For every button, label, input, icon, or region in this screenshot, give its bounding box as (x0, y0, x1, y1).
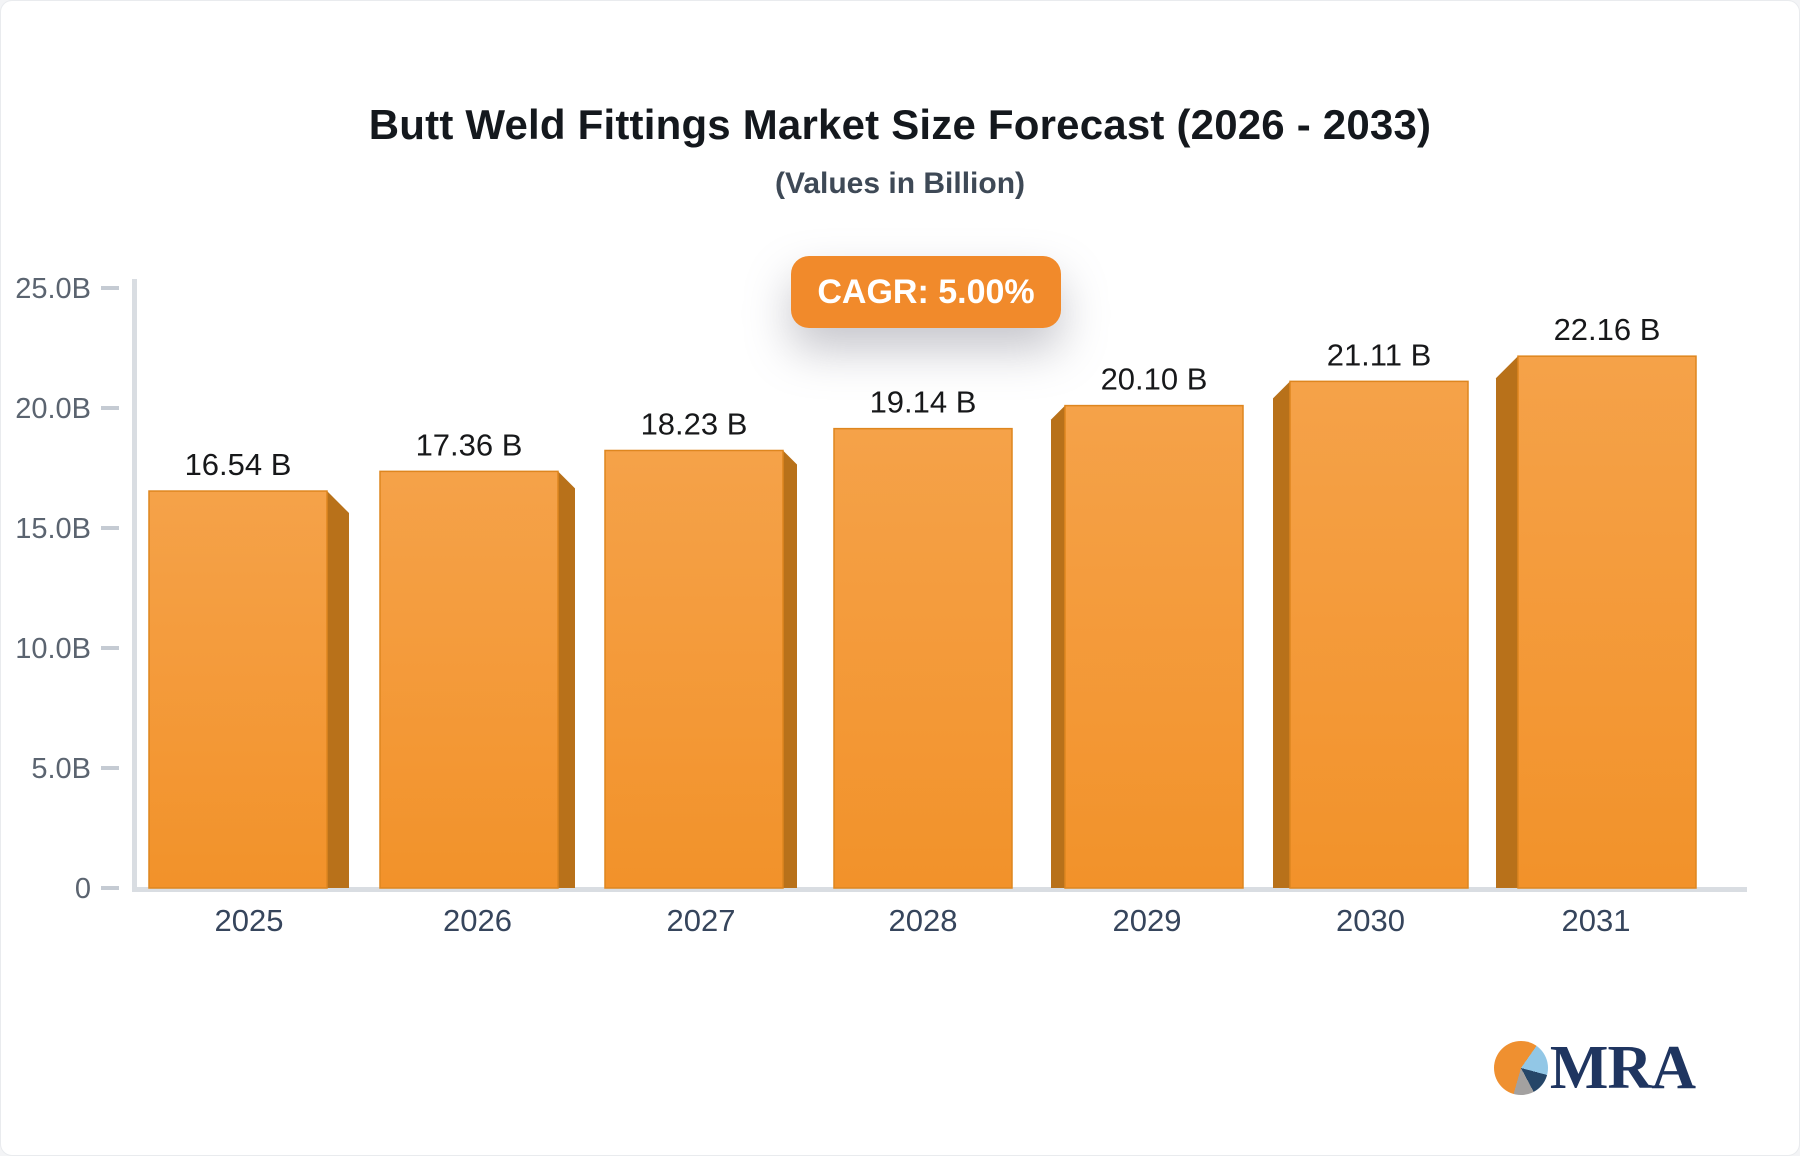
cagr-badge: CAGR: 5.00% (791, 256, 1061, 328)
y-axis-tick-label: 20.0B (15, 393, 91, 425)
bar-2027-value-label: 18.23 B (641, 406, 748, 441)
chart-subtitle: (Values in Billion) (774, 167, 1026, 200)
mra-logo: MRA (1493, 1034, 1696, 1102)
bar-2031-side (1496, 356, 1518, 888)
y-axis-tick-label: 5.0B (31, 753, 91, 785)
chart-title: Butt Weld Fittings Market Size Forecast … (368, 101, 1432, 148)
bar-2028 (833, 427, 1013, 889)
x-axis-label-2031: 2031 (1562, 903, 1631, 938)
bar-2026-value-label: 17.36 B (416, 427, 523, 462)
bar-2031-value-label: 22.16 B (1554, 312, 1661, 347)
pie-logo-icon (1493, 1041, 1548, 1095)
y-axis-tick-label: 0 (75, 873, 91, 905)
bar-2029 (1064, 404, 1244, 889)
y-axis-tick-label: 25.0B (15, 273, 91, 305)
x-axis-label-2030: 2030 (1336, 903, 1405, 938)
x-axis-label-2027: 2027 (667, 903, 736, 938)
x-axis-label-2028: 2028 (889, 903, 958, 938)
bar-2025-value-label: 16.54 B (185, 447, 292, 482)
bar-2027 (604, 449, 784, 889)
logo-text: MRA (1549, 1034, 1696, 1102)
x-axis-label-2029: 2029 (1113, 903, 1182, 938)
bar-2026-side (558, 471, 575, 888)
y-axis-tick-label: 10.0B (15, 633, 91, 665)
bar-2026 (379, 470, 559, 889)
bar-2025 (148, 490, 328, 889)
bar-2028-value-label: 19.14 B (870, 385, 977, 420)
bar-2030-value-label: 21.11 B (1327, 337, 1432, 372)
bar-2029-side (1051, 405, 1065, 888)
bar-2030-side (1273, 381, 1290, 888)
x-axis-label-2026: 2026 (443, 903, 512, 938)
bar-2031 (1517, 355, 1697, 889)
bar-2027-side (783, 450, 797, 888)
y-axis-tick-label: 15.0B (15, 513, 91, 545)
bar-2030 (1289, 380, 1469, 889)
cagr-badge-label: CAGR: 5.00% (817, 272, 1035, 311)
x-axis-label-2025: 2025 (215, 903, 284, 938)
bar-2025-side (327, 491, 349, 888)
bar-2029-value-label: 20.10 B (1101, 362, 1208, 397)
